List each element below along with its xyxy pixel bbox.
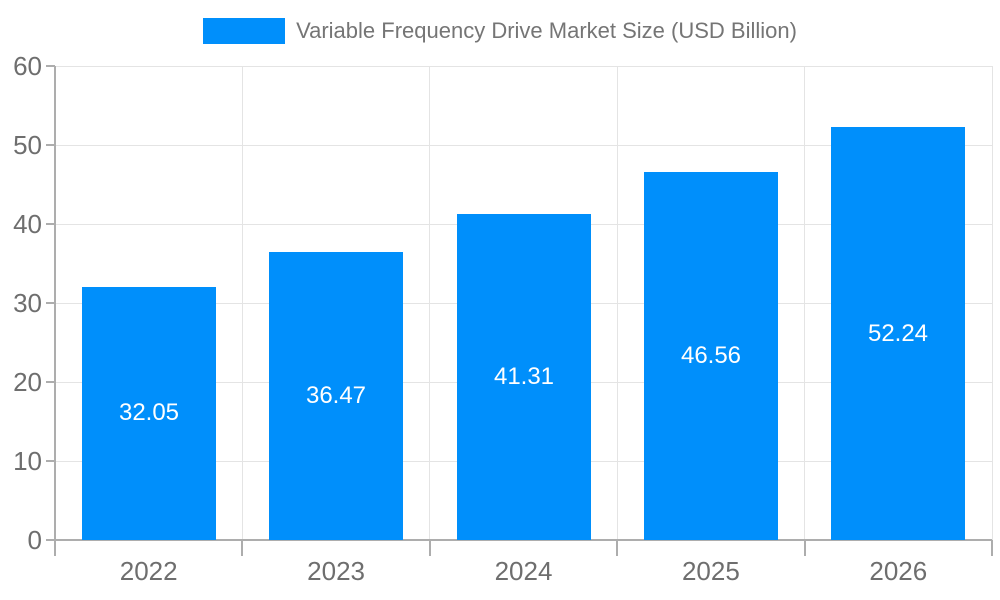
gridline-vertical: [804, 66, 806, 540]
gridline-horizontal: [55, 144, 992, 146]
x-axis-tick: [803, 540, 806, 556]
x-axis-label: 2022: [119, 556, 178, 586]
x-axis-line: [46, 539, 992, 541]
y-axis-label: 20: [13, 367, 42, 397]
legend-swatch: [203, 18, 286, 44]
gridline-vertical: [616, 66, 618, 540]
x-axis-tick: [991, 540, 993, 556]
gridline-horizontal: [55, 65, 992, 67]
bar[interactable]: 52.24: [831, 127, 965, 540]
y-axis-label: 50: [13, 130, 42, 160]
legend-label: Variable Frequency Drive Market Size (US…: [296, 18, 797, 43]
x-axis-label: 2025: [681, 556, 740, 586]
y-axis-label: 40: [13, 209, 42, 239]
y-axis-line: [54, 66, 56, 556]
y-axis-tick: [46, 144, 55, 146]
y-axis-tick: [46, 223, 55, 225]
bar-value-label: 46.56: [680, 342, 742, 370]
x-axis-tick: [616, 540, 619, 556]
y-axis-tick: [46, 381, 55, 383]
y-axis-label: 60: [13, 51, 42, 81]
bar-value-label: 32.05: [118, 399, 180, 427]
bar[interactable]: 32.05: [82, 286, 216, 540]
gridline-vertical: [429, 66, 431, 540]
bar[interactable]: 46.56: [644, 172, 778, 540]
y-axis-label: 10: [13, 446, 42, 476]
x-axis-label: 2026: [869, 556, 928, 586]
x-axis-tick: [241, 540, 244, 556]
bar-value-label: 36.47: [305, 381, 367, 409]
legend-item[interactable]: Variable Frequency Drive Market Size (US…: [0, 16, 1000, 46]
y-axis-tick: [46, 302, 55, 304]
y-axis-tick: [46, 65, 55, 67]
x-axis-label: 2023: [307, 556, 365, 586]
y-axis-label: 0: [27, 525, 42, 555]
y-axis-tick: [46, 460, 55, 462]
bar[interactable]: 36.47: [269, 251, 403, 540]
y-axis-label: 30: [13, 288, 42, 318]
x-axis-tick: [428, 540, 431, 556]
bar-value-label: 41.31: [493, 362, 555, 390]
gridline-vertical: [991, 66, 993, 540]
gridline-vertical: [241, 66, 243, 540]
bar-value-label: 52.24: [867, 319, 929, 347]
bar[interactable]: 41.31: [457, 213, 591, 540]
x-axis-label: 2024: [494, 556, 553, 586]
